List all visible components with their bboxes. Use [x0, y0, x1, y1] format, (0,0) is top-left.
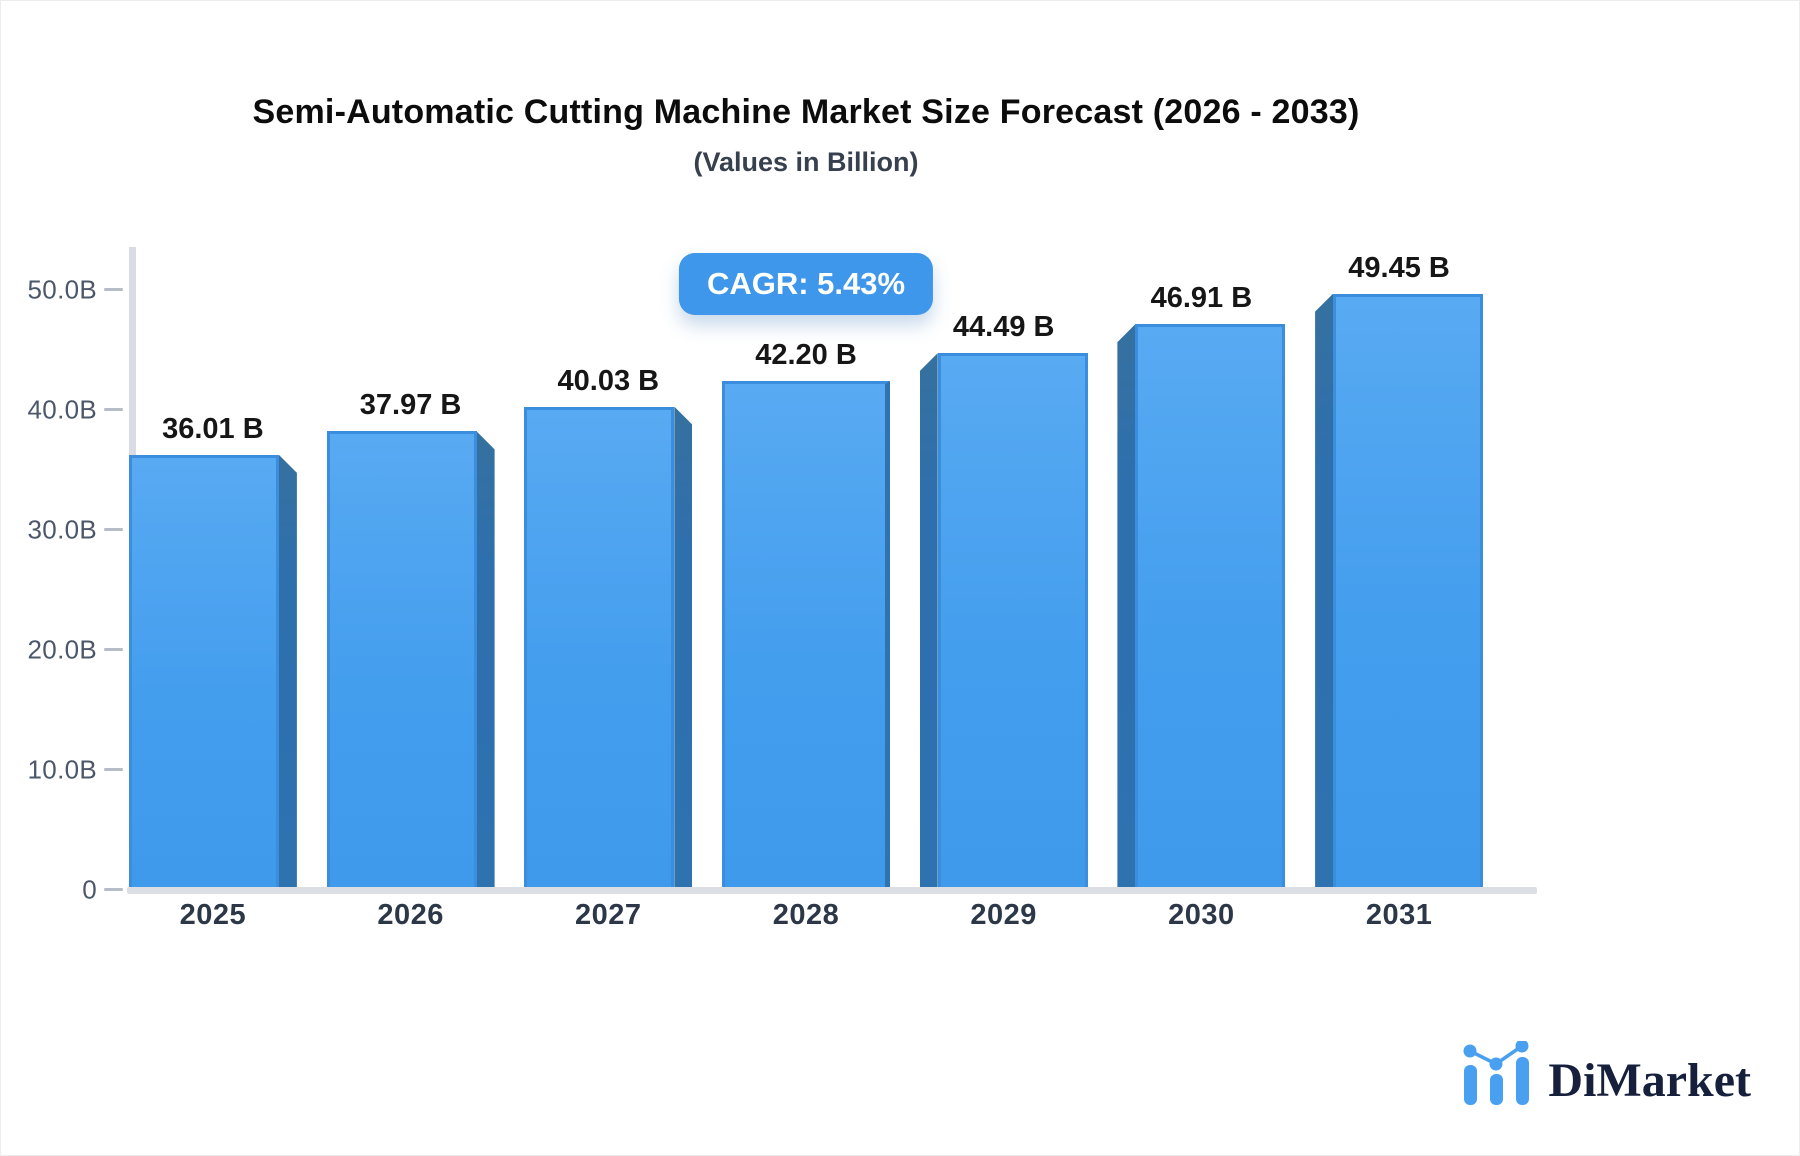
bar-front-face	[937, 353, 1088, 887]
bar-chart-logo-icon	[1463, 1041, 1530, 1105]
x-tick-label: 2029	[970, 899, 1037, 931]
bar-2029	[919, 353, 1088, 887]
bar-front-face	[326, 431, 477, 887]
y-tick-mark	[104, 888, 123, 891]
y-tick-mark	[104, 528, 123, 531]
y-tick-label: 50.0B	[27, 274, 97, 305]
bar-value-label: 36.01 B	[162, 412, 264, 445]
bar-side-face	[476, 431, 495, 887]
brand-logo: DiMarket	[1462, 1041, 1751, 1105]
x-axis-baseline	[127, 887, 1537, 894]
bar-2031	[1315, 293, 1484, 887]
y-tick-label: 20.0B	[27, 634, 97, 665]
bar-side-face	[278, 454, 297, 887]
y-tick-mark	[104, 288, 123, 291]
y-tick-mark	[104, 648, 123, 651]
y-tick-label: 10.0B	[27, 754, 97, 785]
bar-2027	[524, 406, 693, 887]
y-tick-mark	[104, 408, 123, 411]
bar-value-label: 42.20 B	[755, 338, 857, 371]
bar-front-face	[524, 406, 675, 887]
bar-value-label: 40.03 B	[557, 364, 660, 397]
x-tick-label: 2026	[377, 899, 444, 931]
cagr-badge: CAGR: 5.43%	[678, 253, 934, 315]
brand-name: DiMarket	[1548, 1054, 1751, 1107]
x-tick-label: 2028	[772, 899, 840, 931]
bar-value-label: 44.49 B	[952, 311, 1055, 344]
bar-2028	[722, 380, 890, 887]
bar-side-face	[919, 353, 938, 887]
chart-subtitle: (Values in Billion)	[693, 147, 919, 177]
bar-side-face	[1315, 293, 1334, 887]
x-tick-label: 2027	[575, 899, 642, 931]
bar-value-label: 49.45 B	[1348, 251, 1450, 284]
bar-2026	[326, 431, 495, 887]
bar-2030	[1117, 324, 1286, 887]
x-tick-label: 2030	[1168, 899, 1235, 931]
bar-2025	[128, 454, 297, 887]
x-tick-label: 2025	[179, 899, 247, 931]
y-tick-label: 0	[82, 874, 97, 905]
chart-title: Semi-Automatic Cutting Machine Market Si…	[252, 93, 1360, 131]
x-tick-label: 2031	[1365, 899, 1433, 931]
bar-front-face	[1135, 324, 1286, 887]
bar-front-face	[128, 454, 279, 887]
bar-value-label: 37.97 B	[359, 389, 462, 422]
bar-front-face	[722, 380, 890, 887]
bar-value-label: 46.91 B	[1150, 282, 1253, 315]
y-tick-label: 30.0B	[27, 514, 97, 545]
bar-side-face	[674, 406, 693, 887]
bar-side-face	[1117, 324, 1136, 887]
bar-front-face	[1333, 293, 1484, 887]
y-tick-label: 40.0B	[27, 394, 97, 425]
y-tick-mark	[104, 768, 123, 771]
